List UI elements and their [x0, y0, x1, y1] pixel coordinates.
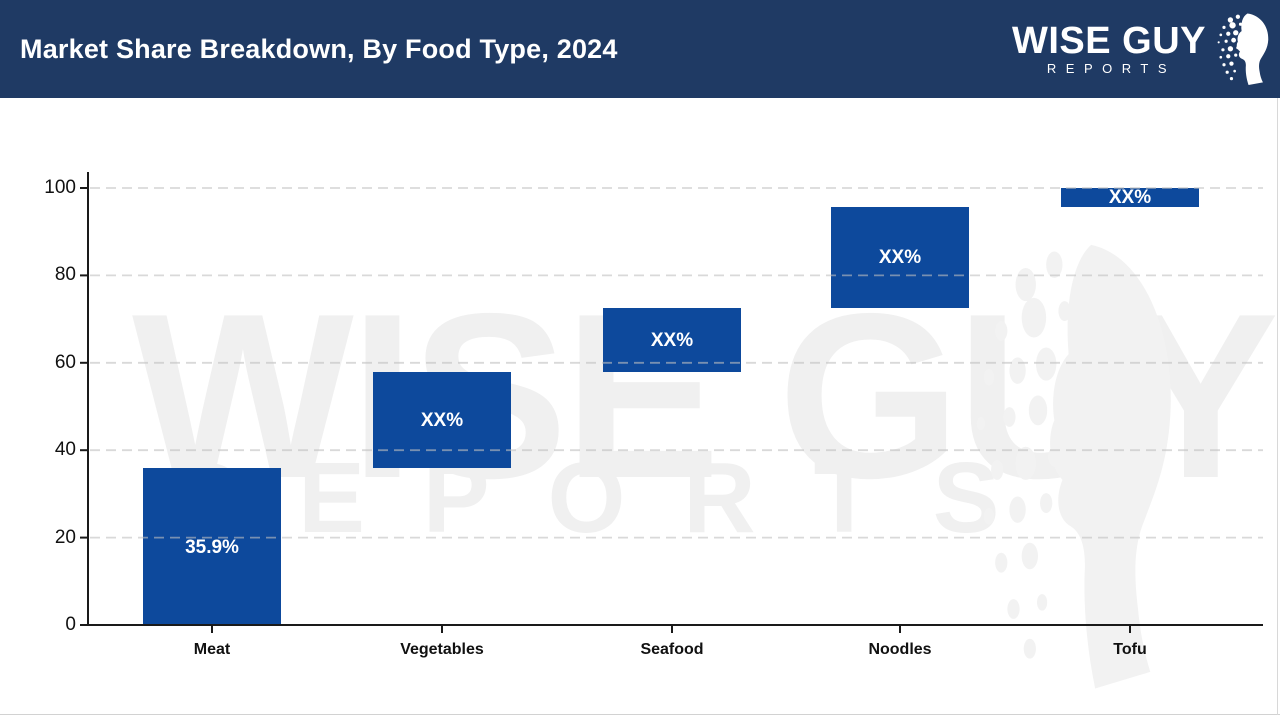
- y-tick-label: 60: [54, 351, 76, 373]
- y-tick-label: 100: [44, 177, 76, 198]
- wiseguy-face-icon: [1217, 13, 1269, 85]
- waterfall-bar-meat: [143, 468, 281, 625]
- logo-text: WISE GUY REPORTS: [1011, 19, 1206, 77]
- y-tick-label: 20: [54, 526, 76, 548]
- x-category-label-tofu: Tofu: [1113, 641, 1147, 658]
- bottom-border-rule: [0, 714, 1280, 715]
- x-category-label-vegetables: Vegetables: [400, 641, 484, 658]
- waterfall-bar-tofu: [1061, 188, 1199, 207]
- bar-value-label: XX%: [650, 330, 694, 352]
- bar-value-label: XX%: [878, 247, 922, 269]
- header: Market Share Breakdown, By Food Type, 20…: [0, 0, 1280, 98]
- right-border-rule: [1277, 98, 1278, 715]
- y-tick-label: 80: [54, 264, 76, 286]
- logo-wordmark: WISE GUY: [1011, 19, 1206, 62]
- wiseguy-logo: WISE GUY REPORTS: [1012, 6, 1272, 92]
- y-tick-label: 40: [54, 439, 76, 461]
- bar-value-label: 35.9%: [185, 536, 239, 558]
- bar-value-label: XX%: [420, 410, 464, 432]
- y-tick-label: 0: [65, 614, 76, 635]
- x-category-label-meat: Meat: [193, 641, 231, 658]
- logo-subtext: REPORTS: [1046, 61, 1177, 77]
- chart-title: Market Share Breakdown, By Food Type, 20…: [20, 33, 618, 64]
- waterfall-bar-vegetables: [373, 371, 511, 469]
- x-category-label-seafood: Seafood: [640, 641, 704, 658]
- x-category-label-noodles: Noodles: [868, 641, 932, 658]
- bar-value-label: XX%: [1108, 187, 1152, 209]
- waterfall-bar-noodles: [831, 206, 969, 309]
- waterfall-bar-seafood: [603, 308, 741, 372]
